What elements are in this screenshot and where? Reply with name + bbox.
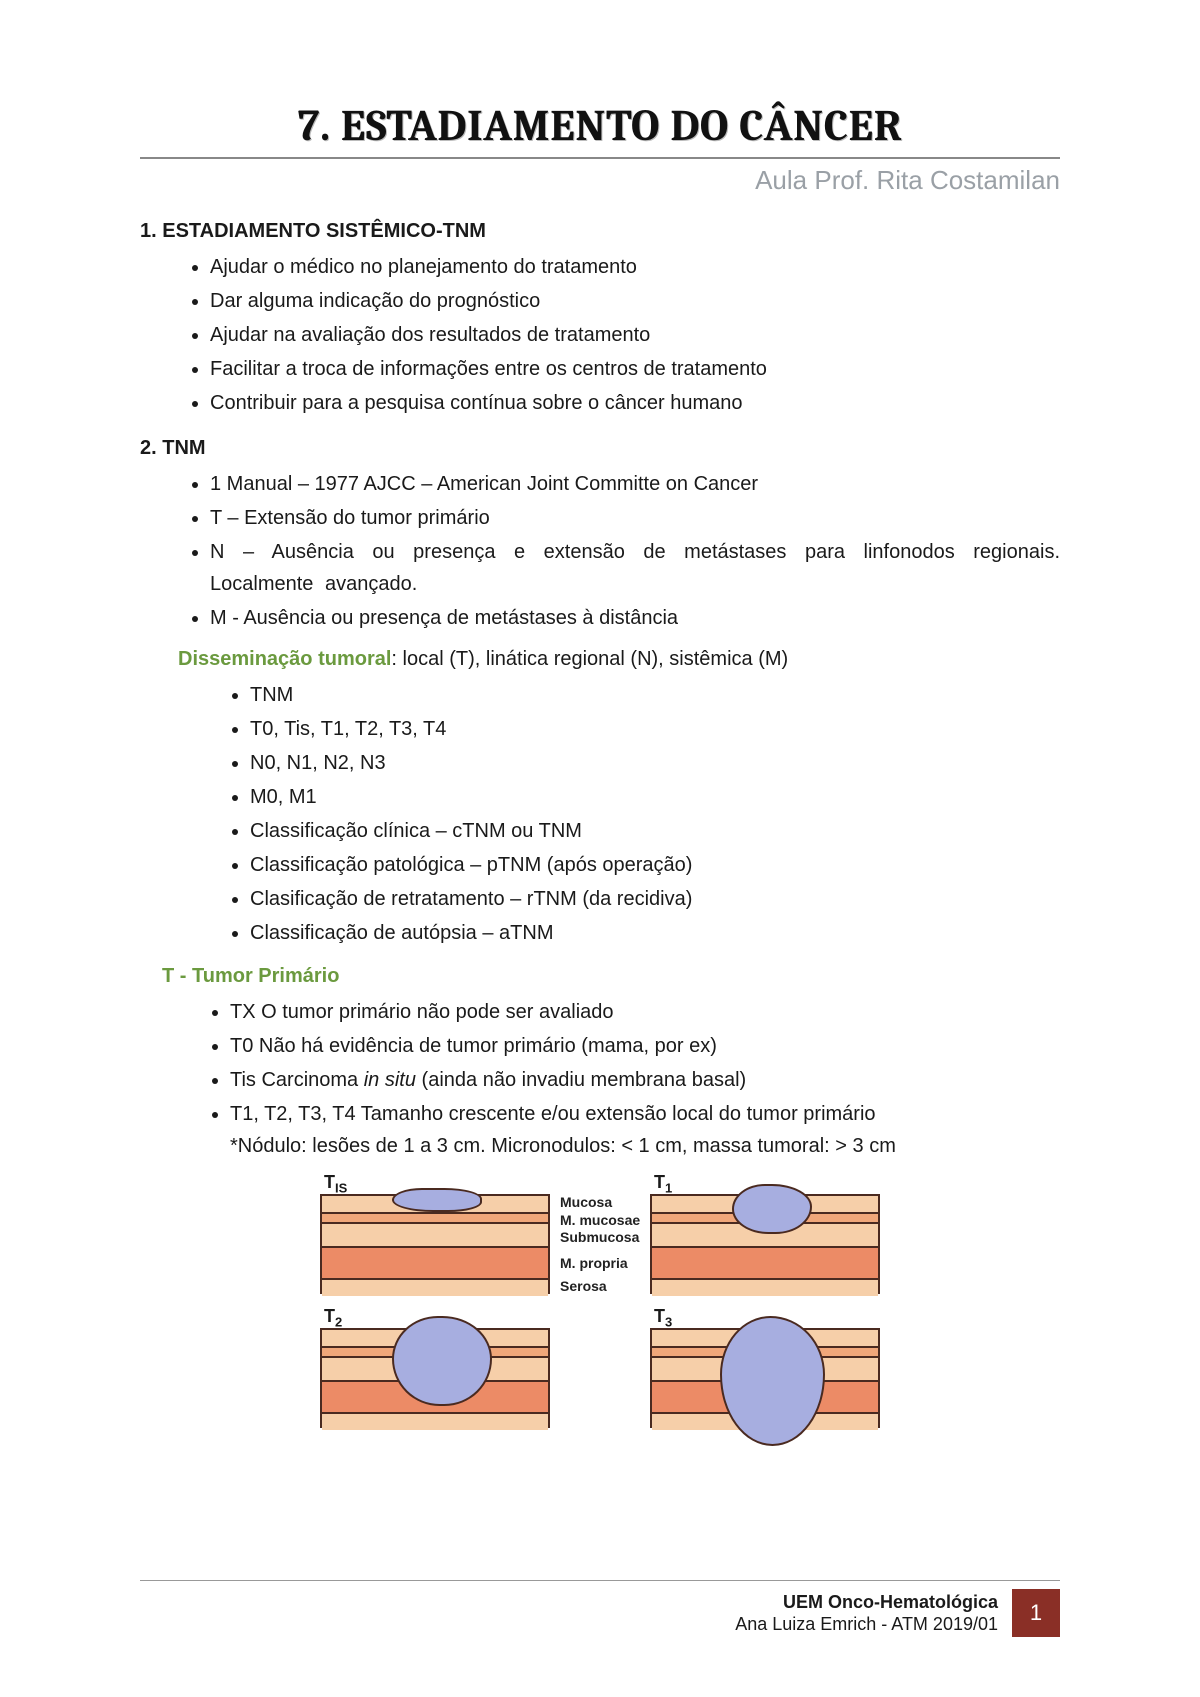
layer-m-mucosae [322, 1214, 548, 1224]
footer-line-1: UEM Onco-Hematológica [735, 1591, 998, 1614]
disseminacao-label: Disseminação tumoral [178, 648, 391, 670]
footer-line-2: Ana Luiza Emrich - ATM 2019/01 [735, 1613, 998, 1636]
list-item: Dar alguma indicação do prognóstico [210, 285, 1060, 317]
section-2-list: 1 Manual – 1977 AJCC – American Joint Co… [140, 468, 1060, 634]
title-rule: 7. ESTADIAMENTO DO CÂNCER [140, 100, 1060, 159]
layer-legend: Mucosa M. mucosae Submucosa M. propria S… [560, 1194, 640, 1296]
list-item: T0, Tis, T1, T2, T3, T4 [250, 713, 1060, 745]
disseminacao-head: Disseminação tumoral: local (T), linátic… [178, 648, 1060, 671]
disseminacao-list: TNM T0, Tis, T1, T2, T3, T4 N0, N1, N2, … [140, 679, 1060, 949]
tissue-block [320, 1328, 550, 1428]
legend-submucosa: Submucosa [560, 1229, 640, 1247]
label-tis: TIS [324, 1172, 347, 1196]
t-primario-list: TX O tumor primário não pode ser avaliad… [140, 996, 1060, 1162]
layer-m-propria [322, 1248, 548, 1280]
tissue-block [650, 1194, 880, 1294]
section-1-head: 1. ESTADIAMENTO SISTÊMICO-TNM [140, 220, 1060, 243]
panel-t3: T3 [650, 1310, 880, 1428]
panel-t1: T1 [650, 1176, 880, 1294]
label-t1: T1 [654, 1172, 672, 1196]
list-item: TNM [250, 679, 1060, 711]
tis-a: Tis Carcinoma [230, 1069, 364, 1091]
legend-mucosa: Mucosa [560, 1194, 640, 1212]
footer-text: UEM Onco-Hematológica Ana Luiza Emrich -… [735, 1591, 998, 1636]
list-item: TX O tumor primário não pode ser avaliad… [230, 996, 1060, 1028]
label-t3: T3 [654, 1306, 672, 1330]
layer-serosa [322, 1280, 548, 1296]
tumor-shape [392, 1316, 492, 1406]
tumor-shape [392, 1188, 482, 1212]
list-item: N0, N1, N2, N3 [250, 747, 1060, 779]
list-item: M - Ausência ou presença de metástases à… [210, 602, 1060, 634]
list-item: Contribuir para a pesquisa contínua sobr… [210, 387, 1060, 419]
page-title: 7. ESTADIAMENTO DO CÂNCER [140, 100, 1060, 151]
legend-m-propria: M. propria [560, 1255, 640, 1273]
list-item: Classificação de autópsia – aTNM [250, 917, 1060, 949]
list-item: Tis Carcinoma in situ (ainda não invadiu… [230, 1064, 1060, 1096]
disseminacao-rest: : local (T), linática regional (N), sist… [391, 648, 788, 670]
tissue-block [650, 1328, 880, 1428]
legend-m-mucosae: M. mucosae [560, 1212, 640, 1230]
page-footer: UEM Onco-Hematológica Ana Luiza Emrich -… [140, 1580, 1060, 1637]
list-item: T – Extensão do tumor primário [210, 502, 1060, 534]
list-item: Classificação clínica – cTNM ou TNM [250, 815, 1060, 847]
tis-italic: in situ [364, 1069, 416, 1091]
list-item: T0 Não há evidência de tumor primário (m… [230, 1030, 1060, 1062]
section-1-list: Ajudar o médico no planejamento do trata… [140, 251, 1060, 419]
legend-serosa: Serosa [560, 1278, 640, 1296]
tumor-stage-diagram: TIS Mucosa M. mucosae Submucosa M. propr… [320, 1176, 880, 1428]
list-item: Clasificação de retratamento – rTNM (da … [250, 883, 1060, 915]
list-item: Facilitar a troca de informações entre o… [210, 353, 1060, 385]
t1t4-line2: *Nódulo: lesões de 1 a 3 cm. Micronodulo… [230, 1135, 896, 1157]
label-t2: T2 [324, 1306, 342, 1330]
layer-submucosa [322, 1224, 548, 1248]
section-2-head: 2. TNM [140, 437, 1060, 460]
tissue-block [320, 1194, 550, 1294]
list-item: 1 Manual – 1977 AJCC – American Joint Co… [210, 468, 1060, 500]
t1t4-line1: T1, T2, T3, T4 Tamanho crescente e/ou ex… [230, 1103, 876, 1125]
list-item: Ajudar o médico no planejamento do trata… [210, 251, 1060, 283]
tumor-shape [732, 1184, 812, 1234]
list-item: Classificação patológica – pTNM (após op… [250, 849, 1060, 881]
list-item: Ajudar na avaliação dos resultados de tr… [210, 319, 1060, 351]
list-item: M0, M1 [250, 781, 1060, 813]
list-item: N – Ausência ou presença e extensão de m… [210, 536, 1060, 600]
panel-t2: T2 [320, 1310, 550, 1428]
t-primario-head: T - Tumor Primário [162, 965, 1060, 988]
page-number-box: 1 [1012, 1589, 1060, 1637]
list-item: T1, T2, T3, T4 Tamanho crescente e/ou ex… [230, 1098, 1060, 1162]
subtitle: Aula Prof. Rita Costamilan [140, 165, 1060, 196]
tis-b: (ainda não invadiu membrana basal) [416, 1069, 746, 1091]
panel-tis: TIS Mucosa M. mucosae Submucosa M. propr… [320, 1176, 550, 1294]
